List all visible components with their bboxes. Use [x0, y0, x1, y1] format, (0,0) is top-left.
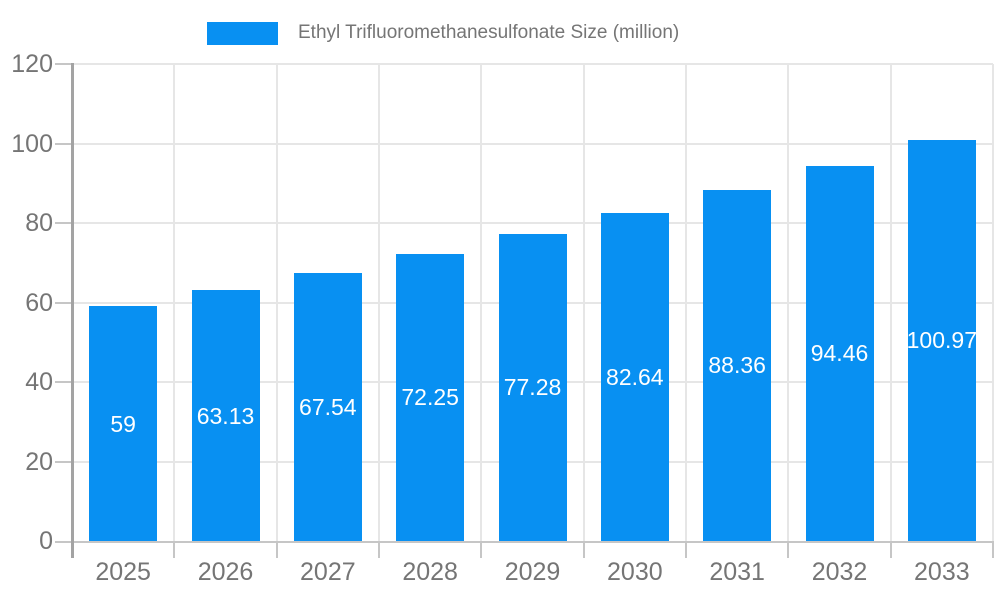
gridline-horizontal	[72, 63, 993, 65]
x-axis-tick	[992, 541, 994, 558]
gridline-vertical	[378, 64, 380, 541]
bar-value-label: 72.25	[401, 384, 459, 411]
gridline-vertical	[480, 64, 483, 541]
gridline-horizontal	[72, 222, 993, 224]
y-tick-label: 20	[25, 447, 53, 476]
bar[interactable]	[396, 253, 465, 541]
bar-value-label: 82.64	[606, 363, 664, 390]
bar[interactable]	[498, 233, 567, 541]
x-axis-tick	[480, 541, 483, 558]
legend-swatch	[207, 21, 278, 45]
x-axis-tick	[275, 541, 278, 558]
bar-value-label: 77.28	[503, 374, 562, 401]
gridline-vertical	[992, 64, 994, 541]
y-tick-label: 100	[11, 129, 53, 158]
bar-value-label: 88.36	[708, 352, 766, 379]
gridline-horizontal	[72, 142, 993, 145]
x-axis-tick	[889, 541, 892, 558]
x-tick-label: 2027	[300, 558, 356, 586]
chart-legend[interactable]: Ethyl Trifluoromethanesulfonate Size (mi…	[207, 21, 679, 45]
x-axis-tick	[582, 541, 585, 558]
y-axis-tick	[55, 301, 72, 304]
bar[interactable]	[191, 290, 260, 541]
gridline-vertical	[889, 64, 892, 541]
bar-value-label: 94.46	[810, 340, 869, 367]
bar-value-label: 63.13	[196, 402, 255, 429]
gridline-vertical	[173, 64, 176, 541]
bar[interactable]	[89, 306, 158, 541]
bar-value-label: 67.54	[299, 393, 357, 420]
y-tick-label: 80	[25, 209, 53, 237]
bar-value-label: 59	[110, 410, 136, 437]
x-tick-label: 2026	[197, 558, 254, 586]
bar[interactable]	[703, 189, 772, 541]
y-axis-tick	[55, 381, 72, 383]
bar[interactable]	[293, 272, 362, 541]
y-axis-tick	[55, 222, 72, 224]
x-tick-label: 2030	[607, 558, 663, 586]
gridline-vertical	[685, 64, 687, 541]
bar[interactable]	[805, 165, 874, 541]
x-axis-tick	[173, 541, 176, 558]
y-axis-tick	[55, 142, 72, 145]
y-tick-label: 0	[39, 527, 53, 555]
y-tick-label: 60	[25, 288, 53, 317]
x-tick-label: 2025	[95, 558, 151, 586]
x-tick-label: 2032	[811, 558, 868, 586]
x-tick-label: 2033	[914, 558, 970, 586]
y-tick-label: 120	[11, 50, 53, 78]
x-axis-tick	[378, 541, 380, 558]
y-axis-line	[71, 63, 74, 558]
bar-value-label: 100.97	[906, 327, 977, 354]
y-tick-label: 40	[25, 368, 53, 396]
x-tick-label: 2028	[402, 558, 458, 586]
y-axis-tick	[55, 63, 72, 65]
x-tick-label: 2031	[709, 558, 765, 586]
bar[interactable]	[600, 212, 669, 541]
x-axis-tick	[685, 541, 687, 558]
x-axis-baseline	[55, 541, 993, 543]
bar[interactable]	[907, 139, 976, 541]
x-tick-label: 2029	[504, 558, 561, 586]
x-axis-tick	[787, 541, 790, 558]
gridline-vertical	[787, 64, 790, 541]
y-axis-tick	[55, 460, 72, 463]
gridline-vertical	[582, 64, 585, 541]
legend-label: Ethyl Trifluoromethanesulfonate Size (mi…	[298, 22, 680, 43]
gridline-vertical	[275, 64, 278, 541]
